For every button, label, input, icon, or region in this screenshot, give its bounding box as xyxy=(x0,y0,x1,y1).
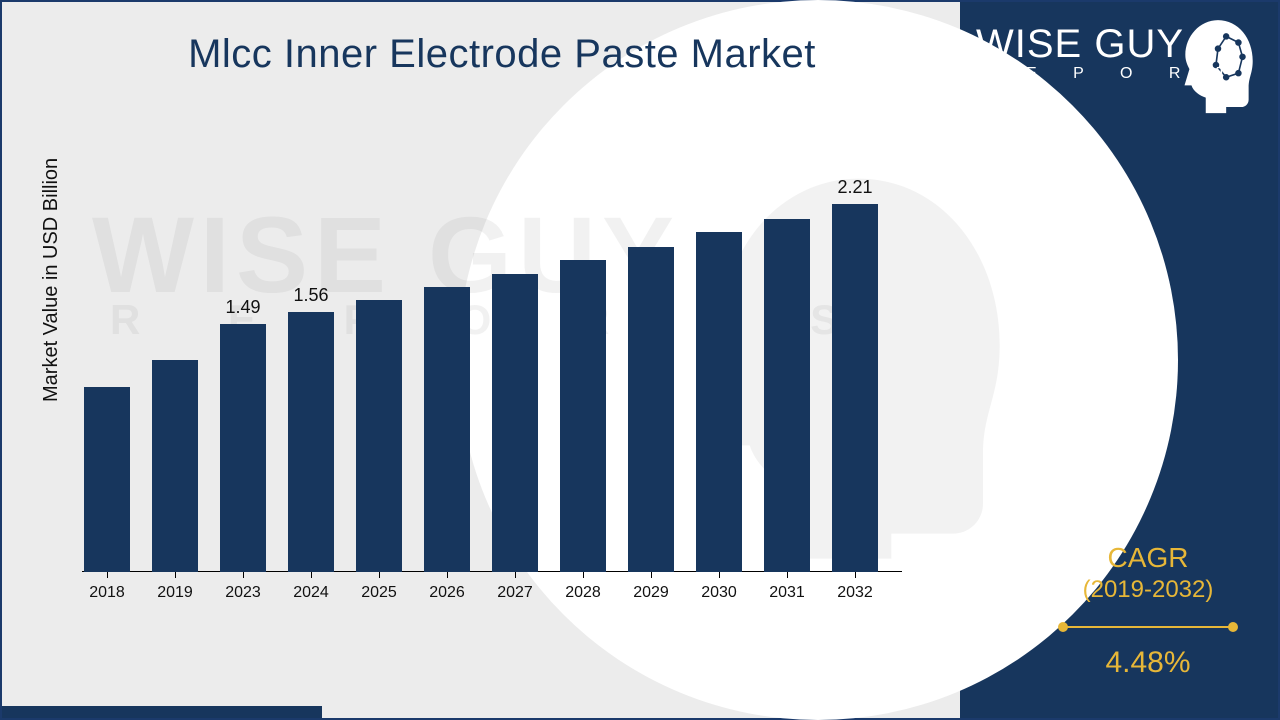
x-tick xyxy=(379,572,380,578)
bar xyxy=(152,360,198,572)
bar-value-label: 1.49 xyxy=(213,297,273,318)
bar xyxy=(220,324,266,572)
x-axis-label: 2027 xyxy=(485,584,545,602)
x-axis-label: 2031 xyxy=(757,584,817,602)
bar xyxy=(424,287,470,572)
x-tick xyxy=(175,572,176,578)
bar xyxy=(288,312,334,572)
x-axis-label: 2029 xyxy=(621,584,681,602)
x-axis-label: 2028 xyxy=(553,584,613,602)
cagr-period: (2019-2032) xyxy=(1018,576,1278,604)
x-tick xyxy=(107,572,108,578)
infographic-stage: WISE GUY R E P O R T S Mlcc Inner Electr… xyxy=(0,0,1280,720)
bar xyxy=(628,247,674,572)
logo-text-main: WISE GUY xyxy=(976,22,1256,67)
x-axis-label: 2032 xyxy=(825,584,885,602)
x-tick xyxy=(243,572,244,578)
bar xyxy=(356,300,402,572)
x-tick xyxy=(447,572,448,578)
bar xyxy=(696,232,742,572)
x-axis-label: 2026 xyxy=(417,584,477,602)
bar xyxy=(764,219,810,572)
bar-value-label: 2.21 xyxy=(825,177,885,198)
x-axis-label: 2023 xyxy=(213,584,273,602)
cagr-divider xyxy=(1063,626,1233,628)
cagr-value: 4.48% xyxy=(1018,646,1278,680)
cagr-label: CAGR xyxy=(1018,542,1278,574)
chart-title: Mlcc Inner Electrode Paste Market xyxy=(62,32,942,77)
x-axis-label: 2030 xyxy=(689,584,749,602)
x-tick xyxy=(855,572,856,578)
plot-area: 2018201920231.4920241.562025202620272028… xyxy=(82,172,902,572)
x-axis-label: 2018 xyxy=(77,584,137,602)
x-axis-label: 2019 xyxy=(145,584,205,602)
x-axis-label: 2025 xyxy=(349,584,409,602)
logo-text-sub: R E P O R T S xyxy=(978,65,1256,101)
x-tick xyxy=(719,572,720,578)
x-tick xyxy=(311,572,312,578)
bar xyxy=(84,387,130,572)
brand-logo: WISE GUY R E P O R T S xyxy=(976,22,1256,101)
x-tick xyxy=(515,572,516,578)
x-axis-label: 2024 xyxy=(281,584,341,602)
y-axis-label: Market Value in USD Billion xyxy=(40,158,63,402)
bar xyxy=(492,274,538,572)
x-tick xyxy=(583,572,584,578)
footer-accent-bar xyxy=(2,706,322,718)
x-tick xyxy=(651,572,652,578)
cagr-callout: CAGR (2019-2032) 4.48% xyxy=(1018,542,1278,680)
bar xyxy=(832,204,878,572)
bar-value-label: 1.56 xyxy=(281,285,341,306)
bar xyxy=(560,260,606,572)
bar-chart: 2018201920231.4920241.562025202620272028… xyxy=(82,172,902,602)
x-tick xyxy=(787,572,788,578)
